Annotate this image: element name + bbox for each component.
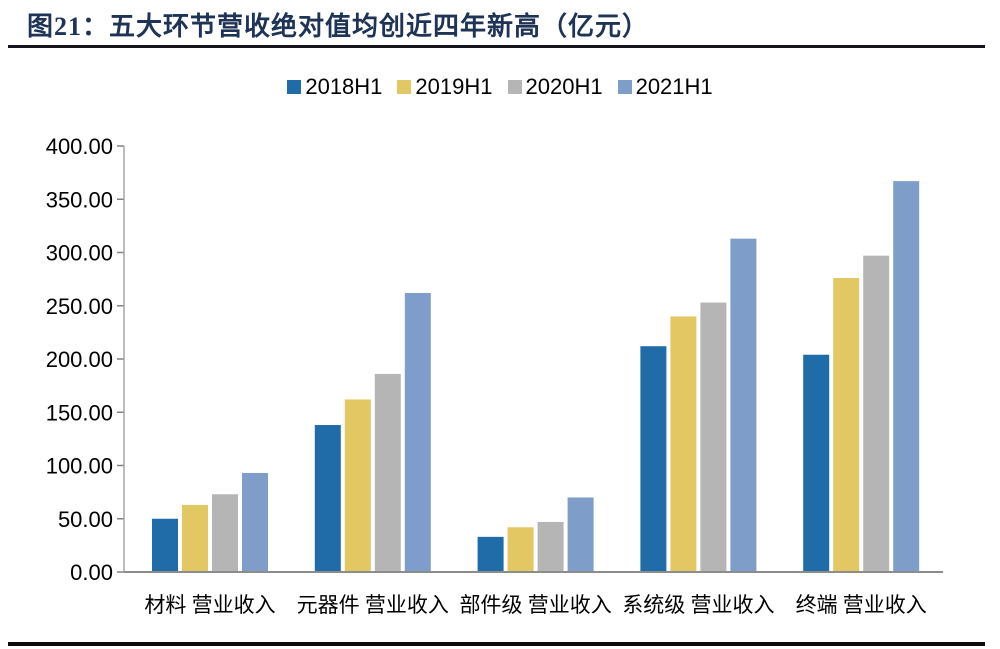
figure-bottom-line — [8, 642, 985, 646]
y-axis-tick-label: 400.00 — [46, 134, 113, 159]
bar-2019H1-部件级 营业收入 — [507, 527, 534, 572]
bar-2020H1-终端 营业收入 — [863, 255, 890, 572]
legend-item-2020H1: 2020H1 — [507, 74, 603, 99]
y-axis-tick-label: 250.00 — [46, 294, 113, 319]
y-axis-tick-label: 200.00 — [46, 347, 113, 372]
bar-2018H1-终端 营业收入 — [803, 354, 830, 572]
bar-2021H1-部件级 营业收入 — [567, 497, 594, 572]
bar-2018H1-材料 营业收入 — [152, 518, 178, 572]
legend-label: 2019H1 — [415, 74, 493, 99]
bar-2021H1-终端 营业收入 — [893, 181, 920, 572]
y-axis-tick-label: 0.00 — [70, 560, 113, 585]
y-axis-tick-label: 350.00 — [46, 187, 113, 212]
y-axis-tick-label: 100.00 — [46, 454, 113, 479]
bar-2018H1-系统级 营业收入 — [640, 346, 667, 572]
bar-2020H1-材料 营业收入 — [212, 494, 238, 572]
title-divider-line — [8, 45, 985, 48]
bar-2021H1-系统级 营业收入 — [730, 238, 757, 572]
bar-2018H1-元器件 营业收入 — [314, 425, 341, 572]
x-axis-category-label: 终端 营业收入 — [796, 593, 927, 617]
bar-2021H1-材料 营业收入 — [242, 472, 268, 572]
legend-swatch-icon — [397, 80, 412, 94]
legend-item-2019H1: 2019H1 — [397, 74, 493, 99]
x-axis-category-label: 系统级 营业收入 — [622, 593, 774, 617]
bar-2018H1-部件级 营业收入 — [477, 536, 504, 572]
x-axis-category-label: 部件级 营业收入 — [459, 593, 611, 617]
legend-swatch-icon — [507, 80, 522, 94]
bar-2020H1-部件级 营业收入 — [537, 521, 564, 572]
legend-label: 2018H1 — [305, 74, 383, 99]
legend-item-2021H1: 2021H1 — [617, 74, 713, 99]
legend-item-2018H1: 2018H1 — [287, 76, 382, 98]
x-axis-category-label: 元器件 营业收入 — [297, 593, 449, 617]
figure-title: 图21：五大环节营收绝对值均创近四年新高（亿元） — [27, 12, 650, 41]
bar-2019H1-系统级 营业收入 — [670, 316, 697, 572]
bar-2019H1-终端 营业收入 — [833, 278, 860, 572]
bar-2019H1-材料 营业收入 — [182, 504, 208, 572]
y-axis-tick-label: 50.00 — [58, 507, 113, 532]
legend-label: 2020H1 — [525, 74, 603, 99]
legend-label: 2021H1 — [635, 74, 713, 99]
bar-2021H1-元器件 营业收入 — [404, 292, 431, 572]
bar-2020H1-元器件 营业收入 — [374, 373, 401, 572]
y-axis-tick-label: 300.00 — [46, 241, 113, 266]
bar-2020H1-系统级 营业收入 — [700, 302, 727, 572]
x-axis-category-label: 材料 营业收入 — [144, 593, 275, 617]
legend-swatch-icon — [617, 80, 632, 94]
bar-2019H1-元器件 营业收入 — [344, 399, 371, 572]
legend-swatch-icon — [287, 80, 302, 94]
y-axis-tick-label: 150.00 — [46, 400, 113, 425]
chart-legend: 2018H1 2019H1 2020H1 2021H1 — [0, 76, 1000, 98]
